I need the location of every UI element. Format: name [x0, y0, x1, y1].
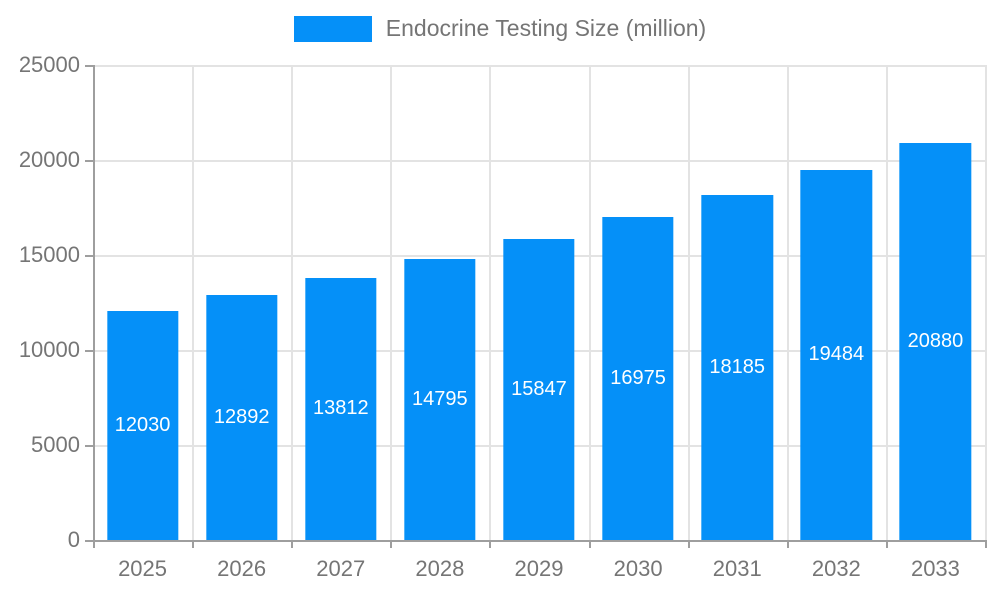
y-axis-tick: [85, 65, 93, 67]
y-axis-label: 10000: [18, 337, 80, 362]
bar-2027[interactable]: 13812: [305, 277, 377, 540]
bar-2026[interactable]: 12892: [205, 295, 278, 540]
x-axis-label: 2028: [415, 556, 465, 581]
bar-2032[interactable]: 19484: [800, 169, 873, 540]
x-axis-tick: [390, 540, 393, 548]
x-axis-tick: [93, 540, 95, 548]
y-axis-tick: [85, 540, 93, 542]
x-axis-label: 2031: [712, 556, 762, 581]
bar-2031[interactable]: 18185: [701, 194, 773, 540]
x-axis-tick: [885, 540, 888, 548]
bar-value-label: 18185: [709, 355, 766, 378]
x-axis-label: 2027: [316, 556, 366, 581]
bar-2029[interactable]: 15847: [503, 238, 575, 540]
x-axis-tick: [786, 540, 789, 548]
v-gridline: [786, 65, 789, 540]
y-axis-label: 0: [67, 527, 80, 552]
bar-value-label: 20880: [907, 330, 964, 353]
y-axis-label: 15000: [18, 242, 80, 267]
legend-swatch-icon: [293, 15, 372, 42]
bar-value-label: 16975: [610, 367, 666, 390]
bar-2025[interactable]: 12030: [106, 311, 179, 540]
x-axis-tick: [687, 540, 690, 548]
bar-2030[interactable]: 16975: [602, 217, 674, 540]
x-axis-tick: [489, 540, 492, 548]
y-axis-tick: [85, 160, 93, 162]
x-axis-label: 2032: [811, 556, 861, 581]
bar-value-label: 14795: [412, 387, 468, 410]
x-axis-label: 2025: [118, 556, 168, 581]
bar-value-label: 15847: [511, 377, 567, 400]
legend-item[interactable]: Endocrine Testing Size (million): [293, 15, 707, 42]
bar-value-label: 19484: [808, 343, 865, 366]
y-axis-label: 5000: [31, 432, 80, 457]
x-axis-tick: [291, 540, 294, 548]
h-gridline: [93, 65, 985, 67]
v-gridline: [291, 65, 294, 540]
x-axis-tick: [985, 540, 987, 548]
bar-2033[interactable]: 20880: [899, 143, 972, 540]
x-axis-label: 2029: [514, 556, 564, 581]
h-gridline: [93, 540, 985, 542]
x-axis-label: 2026: [217, 556, 267, 581]
bar-2028[interactable]: 14795: [404, 258, 476, 540]
v-gridline: [588, 65, 591, 540]
x-axis-label: 2030: [613, 556, 663, 581]
legend-label: Endocrine Testing Size (million): [385, 15, 707, 41]
bar-value-label: 13812: [312, 397, 369, 420]
v-gridline: [390, 65, 393, 540]
x-axis-tick: [192, 540, 195, 548]
y-axis-line: [93, 65, 95, 540]
y-axis-label: 20000: [18, 147, 80, 172]
y-axis-tick: [85, 445, 93, 447]
y-axis-label: 25000: [18, 52, 80, 77]
bar-value-label: 12030: [114, 414, 171, 437]
h-gridline: [93, 160, 985, 162]
x-axis-label: 2033: [910, 556, 960, 581]
v-gridline: [687, 65, 690, 540]
plot-area: 0 5000 10000 15000 20000 25000 12030 2025 12892 2…: [19, 52, 987, 581]
y-axis-tick: [85, 255, 93, 257]
y-axis-tick: [85, 350, 93, 352]
bar-value-label: 12892: [213, 406, 270, 429]
v-gridline: [192, 65, 195, 540]
legend: Endocrine Testing Size (million): [0, 15, 1000, 42]
v-gridline: [489, 65, 492, 540]
x-axis-tick: [588, 540, 591, 548]
v-gridline: [985, 65, 987, 540]
v-gridline: [885, 65, 888, 540]
